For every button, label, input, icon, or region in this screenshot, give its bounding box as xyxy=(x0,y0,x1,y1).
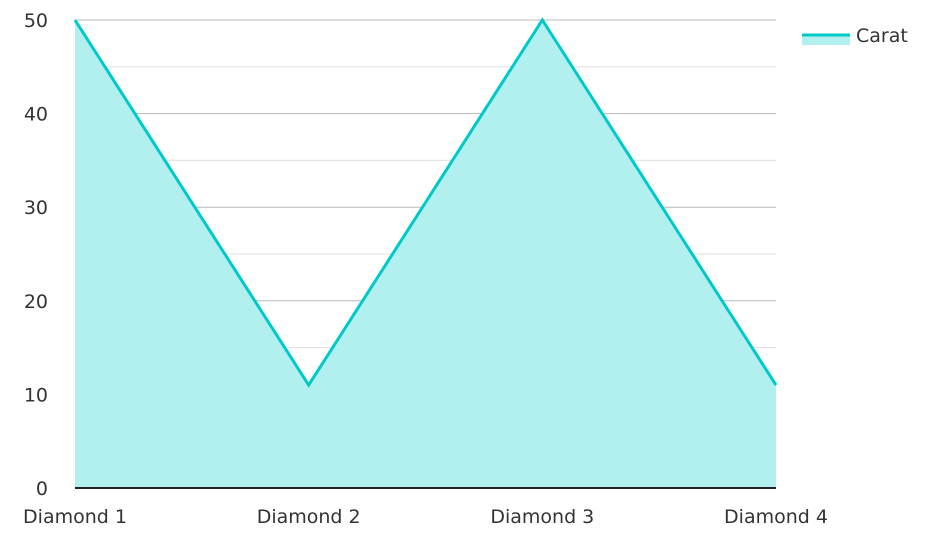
y-tick-label: 40 xyxy=(24,104,48,126)
legend[interactable]: Carat xyxy=(802,25,908,47)
x-tick-labels: Diamond 1 Diamond 2 Diamond 3 Diamond 4 xyxy=(23,506,828,528)
y-tick-labels: 0 10 20 30 40 50 xyxy=(24,10,48,500)
legend-swatch xyxy=(802,35,850,45)
y-tick-label: 30 xyxy=(24,197,48,219)
y-tick-label: 10 xyxy=(24,384,48,406)
y-tick-label: 50 xyxy=(24,10,48,32)
x-tick-label: Diamond 2 xyxy=(257,506,361,528)
x-tick-label: Diamond 4 xyxy=(724,506,828,528)
y-tick-label: 20 xyxy=(24,291,48,313)
series-area-layer xyxy=(73,17,778,488)
series-line-carat xyxy=(73,17,778,388)
x-tick-label: Diamond 3 xyxy=(490,506,594,528)
legend-label[interactable]: Carat xyxy=(856,25,908,47)
x-tick-label: Diamond 1 xyxy=(23,506,127,528)
series-area-carat xyxy=(75,20,776,488)
y-tick-label: 0 xyxy=(36,478,48,500)
